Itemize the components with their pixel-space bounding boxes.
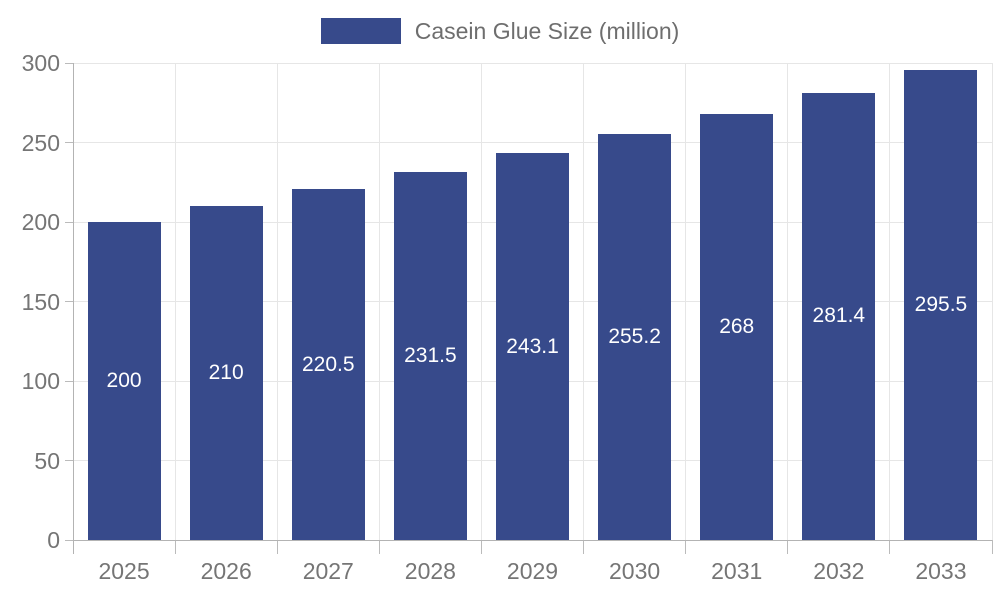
legend-label: Casein Glue Size (million) — [414, 18, 680, 44]
x-tick-mark — [889, 540, 891, 554]
x-tick-mark — [991, 540, 993, 554]
y-axis-line — [73, 63, 74, 554]
x-gridline — [276, 63, 278, 540]
y-tick-label: 200 — [21, 209, 60, 235]
y-tick-label: 300 — [21, 50, 60, 76]
x-tick-label: 2028 — [404, 558, 456, 584]
x-tick-label: 2029 — [506, 558, 559, 584]
bar[interactable]: 231.5 — [393, 171, 467, 540]
bar[interactable]: 295.5 — [904, 70, 978, 540]
x-gridline — [480, 63, 482, 540]
x-tick-label: 2033 — [915, 558, 967, 584]
bar-value-label: 295.5 — [914, 293, 968, 317]
y-tick-mark — [65, 142, 73, 143]
chart-legend: Casein Glue Size (million) — [0, 17, 1000, 45]
legend-swatch-icon — [320, 18, 401, 44]
bar[interactable]: 210 — [189, 206, 263, 540]
x-tick-label: 2025 — [98, 558, 150, 584]
x-tick-label: 2027 — [302, 558, 354, 584]
y-tick-mark — [65, 380, 73, 382]
bar-value-label: 200 — [106, 369, 142, 392]
y-tick-label: 100 — [21, 368, 60, 394]
bar-value-label: 268 — [719, 314, 755, 338]
bar[interactable]: 243.1 — [496, 153, 569, 540]
x-tick-label: 2030 — [609, 558, 661, 584]
x-gridline — [787, 63, 789, 540]
legend-item-casein-glue[interactable]: Casein Glue Size (million) — [320, 17, 680, 45]
x-gridline — [174, 63, 176, 540]
bar[interactable]: 200 — [87, 222, 161, 540]
x-gridline — [378, 63, 380, 540]
y-tick-mark — [65, 539, 73, 541]
y-tick-mark — [65, 301, 73, 302]
bar[interactable]: 268 — [700, 113, 774, 540]
y-tick-mark — [65, 62, 73, 64]
bar-value-label: 210 — [208, 361, 244, 385]
bar[interactable]: 220.5 — [291, 189, 365, 540]
y-gridline — [73, 62, 992, 64]
bar-value-label: 255.2 — [608, 325, 661, 349]
bar-value-label: 231.5 — [404, 343, 457, 367]
bar[interactable]: 281.4 — [802, 92, 876, 540]
y-tick-label: 0 — [47, 527, 60, 553]
y-tick-label: 150 — [21, 288, 60, 315]
bar-value-label: 243.1 — [506, 334, 559, 358]
bar-value-label: 220.5 — [301, 352, 355, 376]
y-tick-label: 250 — [21, 129, 60, 156]
x-tick-mark — [378, 540, 380, 554]
y-gridline — [73, 142, 992, 143]
x-tick-mark — [685, 540, 687, 554]
y-tick-label: 50 — [34, 447, 60, 474]
y-tick-mark — [65, 221, 73, 223]
bar-value-label: 281.4 — [812, 304, 866, 328]
x-gridline — [685, 63, 687, 540]
x-tick-mark — [276, 540, 278, 554]
x-tick-mark — [480, 540, 482, 554]
plot-area: 0 50 100 150 200 250 300 200 210 220.5 231.5 243.1 2… — [22, 50, 993, 584]
x-tick-mark — [174, 540, 176, 554]
x-tick-mark — [583, 540, 585, 554]
bar[interactable]: 255.2 — [598, 134, 672, 540]
x-gridline — [991, 63, 993, 540]
x-tick-mark — [787, 540, 789, 554]
x-axis-line — [73, 539, 992, 541]
x-tick-label: 2026 — [200, 558, 252, 584]
x-tick-label: 2032 — [813, 558, 865, 584]
x-gridline — [583, 63, 585, 540]
x-tick-label: 2031 — [711, 558, 763, 584]
y-tick-mark — [65, 460, 73, 461]
x-gridline — [889, 63, 891, 540]
